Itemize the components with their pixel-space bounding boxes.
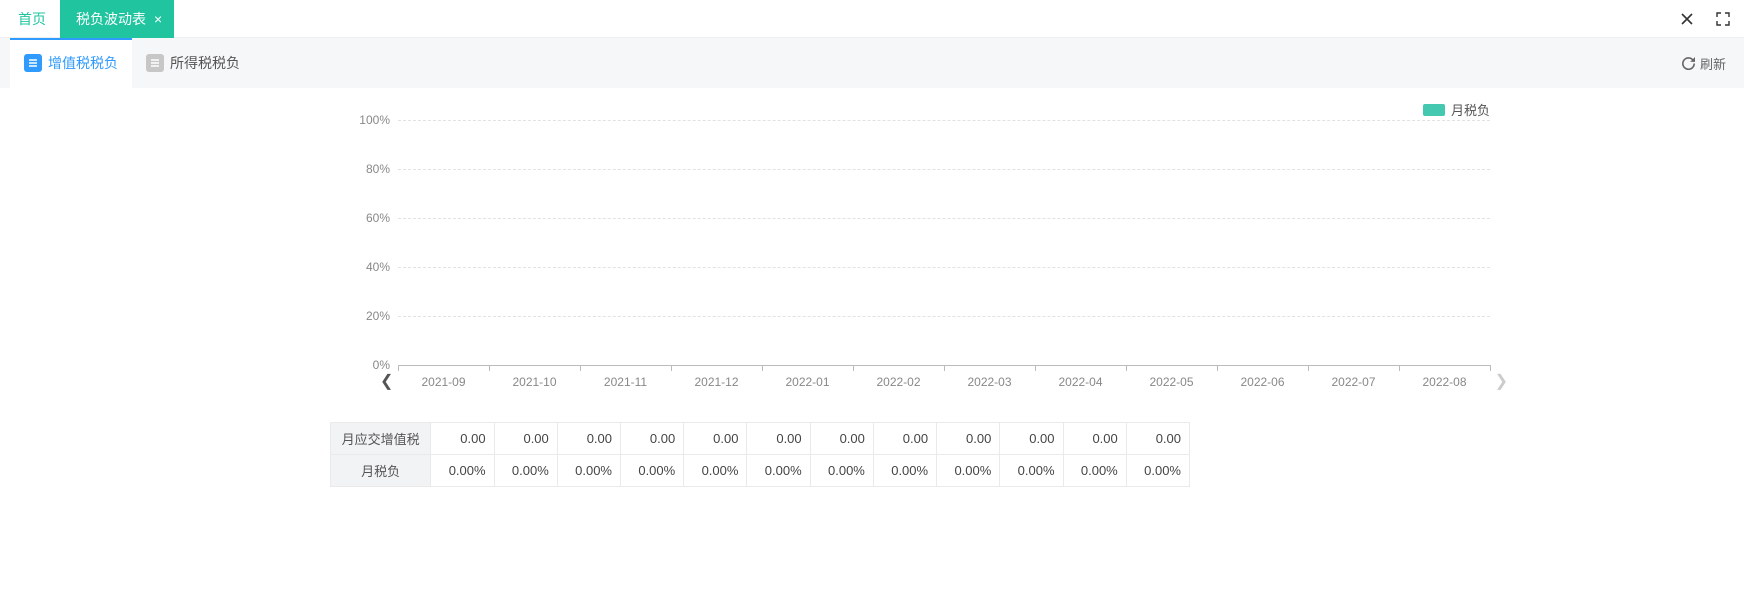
subtab-bar: 增值税税负 所得税税负 刷新: [0, 38, 1744, 88]
chart-x-label: 2021-10: [512, 375, 556, 389]
subtab-vat-label: 增值税税负: [48, 53, 118, 73]
chart-gridline: [398, 218, 1490, 219]
chart-y-label: 20%: [366, 309, 390, 323]
table-cell: 0.00: [937, 423, 1000, 455]
chevron-left-icon[interactable]: ❮: [380, 371, 393, 391]
x-icon: [1680, 12, 1694, 26]
chart-x-label: 2022-07: [1331, 375, 1375, 389]
table-cell: 0.00%: [1000, 455, 1063, 487]
table-cell: 0.00: [684, 423, 747, 455]
chevron-right-icon[interactable]: ❯: [1495, 371, 1508, 391]
chart-x-label: 2022-05: [1149, 375, 1193, 389]
tax-burden-chart: 月税负 ❮ ❯ 0%20%40%60%80%100%2021-092021-10…: [330, 106, 1530, 406]
table-cell: 0.00%: [431, 455, 494, 487]
table-cell: 0.00%: [621, 455, 684, 487]
chart-x-tick: [762, 365, 763, 371]
chart-x-tick: [1217, 365, 1218, 371]
table-cell: 0.00%: [1126, 455, 1189, 487]
table-cell: 0.00: [1063, 423, 1126, 455]
table-cell: 0.00: [494, 423, 557, 455]
page-tabstrip: 首页 税负波动表 ×: [0, 0, 1744, 38]
subtab-income-tax-label: 所得税税负: [170, 53, 240, 73]
table-cell: 0.00: [557, 423, 620, 455]
chart-x-label: 2021-12: [694, 375, 738, 389]
chart-x-label: 2022-03: [967, 375, 1011, 389]
chart-y-label: 0%: [373, 358, 390, 372]
table-cell: 0.00: [1126, 423, 1189, 455]
legend-swatch: [1423, 104, 1445, 116]
chart-y-label: 60%: [366, 211, 390, 225]
chart-x-tick: [1399, 365, 1400, 371]
chart-x-tick: [580, 365, 581, 371]
chart-gridline: [398, 316, 1490, 317]
table-cell: 0.00%: [684, 455, 747, 487]
table-cell: 0.00: [810, 423, 873, 455]
subtab-vat[interactable]: 增值税税负: [10, 38, 132, 88]
chart-y-label: 80%: [366, 162, 390, 176]
list-icon: [146, 54, 164, 72]
refresh-label: 刷新: [1700, 54, 1726, 73]
chart-x-tick: [1308, 365, 1309, 371]
chart-x-label: 2021-09: [421, 375, 465, 389]
chart-x-tick: [1126, 365, 1127, 371]
chart-x-label: 2022-04: [1058, 375, 1102, 389]
chart-x-tick: [853, 365, 854, 371]
table-cell: 0.00%: [873, 455, 936, 487]
close-icon[interactable]: ×: [154, 12, 162, 26]
chart-x-label: 2022-08: [1422, 375, 1466, 389]
table-cell: 0.00%: [494, 455, 557, 487]
refresh-icon: [1682, 57, 1695, 70]
chart-x-label: 2021-11: [604, 375, 647, 389]
table-cell: 0.00%: [747, 455, 810, 487]
table-cell: 0.00: [873, 423, 936, 455]
subtab-income-tax[interactable]: 所得税税负: [132, 38, 254, 88]
chart-y-label: 40%: [366, 260, 390, 274]
chart-x-label: 2022-01: [785, 375, 829, 389]
chart-x-label: 2022-06: [1240, 375, 1284, 389]
refresh-button[interactable]: 刷新: [1682, 54, 1726, 73]
chart-plot: ❮ ❯ 0%20%40%60%80%100%2021-092021-102021…: [398, 120, 1490, 366]
chart-x-tick: [489, 365, 490, 371]
chart-area: 月税负 ❮ ❯ 0%20%40%60%80%100%2021-092021-10…: [0, 88, 1744, 487]
chart-legend: 月税负: [1423, 100, 1490, 119]
tab-home[interactable]: 首页: [4, 0, 60, 38]
tax-data-table: 月应交增值税0.000.000.000.000.000.000.000.000.…: [330, 422, 1190, 487]
table-cell: 0.00: [747, 423, 810, 455]
chart-gridline: [398, 267, 1490, 268]
table-row-header: 月税负: [331, 455, 431, 487]
chart-y-label: 100%: [359, 113, 390, 127]
chart-x-tick: [1035, 365, 1036, 371]
close-panel-button[interactable]: [1674, 6, 1700, 32]
table-cell: 0.00: [621, 423, 684, 455]
table-cell: 0.00%: [557, 455, 620, 487]
chart-x-label: 2022-02: [876, 375, 920, 389]
chart-x-tick: [1490, 365, 1491, 371]
tab-tax-fluctuation-label: 税负波动表: [76, 9, 146, 29]
legend-label: 月税负: [1451, 100, 1490, 119]
table-cell: 0.00%: [937, 455, 1000, 487]
table-cell: 0.00: [431, 423, 494, 455]
chart-x-tick: [671, 365, 672, 371]
table-row: 月应交增值税0.000.000.000.000.000.000.000.000.…: [331, 423, 1190, 455]
tab-home-label: 首页: [18, 9, 46, 29]
list-icon: [24, 54, 42, 72]
table-cell: 0.00%: [810, 455, 873, 487]
chart-x-tick: [944, 365, 945, 371]
fullscreen-button[interactable]: [1710, 6, 1736, 32]
table-cell: 0.00: [1000, 423, 1063, 455]
table-cell: 0.00%: [1063, 455, 1126, 487]
table-row: 月税负0.00%0.00%0.00%0.00%0.00%0.00%0.00%0.…: [331, 455, 1190, 487]
tab-tax-fluctuation[interactable]: 税负波动表 ×: [60, 0, 174, 38]
chart-gridline: [398, 169, 1490, 170]
table-row-header: 月应交增值税: [331, 423, 431, 455]
fullscreen-icon: [1716, 12, 1730, 26]
chart-x-tick: [398, 365, 399, 371]
chart-gridline: [398, 120, 1490, 121]
